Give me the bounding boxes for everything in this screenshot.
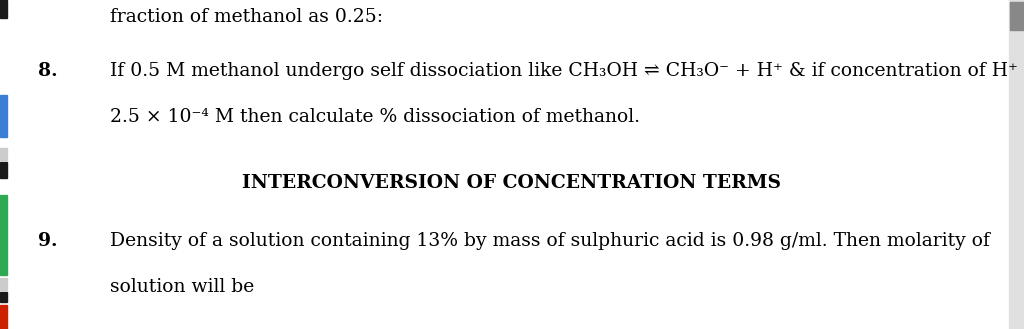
- Bar: [0, 305, 7, 329]
- Text: INTERCONVERSION OF CONCENTRATION TERMS: INTERCONVERSION OF CONCENTRATION TERMS: [243, 174, 781, 192]
- Bar: [0, 278, 7, 290]
- Text: solution will be: solution will be: [110, 278, 254, 296]
- Bar: [1009, 0, 1024, 329]
- Bar: [0, 95, 7, 137]
- Text: If 0.5 M methanol undergo self dissociation like CH₃OH ⇌ CH₃O⁻ + H⁺ & if concent: If 0.5 M methanol undergo self dissociat…: [110, 62, 1024, 80]
- Bar: [0, 195, 7, 275]
- Text: fraction of methanol as 0.25:: fraction of methanol as 0.25:: [110, 8, 383, 26]
- Bar: [1010, 2, 1023, 30]
- Text: 2.5 × 10⁻⁴ M then calculate % dissociation of methanol.: 2.5 × 10⁻⁴ M then calculate % dissociati…: [110, 108, 640, 126]
- Bar: [0, 292, 7, 302]
- Text: 8.: 8.: [38, 62, 57, 80]
- Bar: [0, 0, 7, 18]
- Bar: [0, 162, 7, 178]
- Text: 9.: 9.: [38, 232, 57, 250]
- Text: Density of a solution containing 13% by mass of sulphuric acid is 0.98 g/ml. The: Density of a solution containing 13% by …: [110, 232, 990, 250]
- Bar: [0, 148, 7, 160]
